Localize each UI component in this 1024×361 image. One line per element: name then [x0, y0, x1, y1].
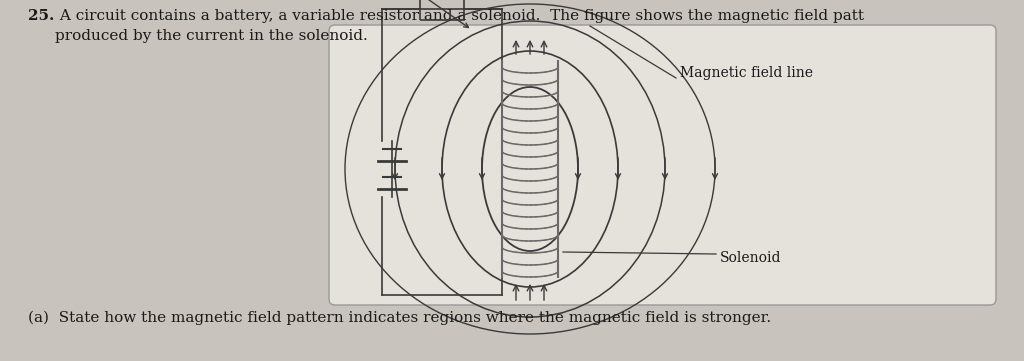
- Text: Magnetic field line: Magnetic field line: [680, 66, 813, 80]
- Text: A circuit contains a battery, a variable resistor and a solenoid.  The figure sh: A circuit contains a battery, a variable…: [55, 9, 864, 23]
- Text: produced by the current in the solenoid.: produced by the current in the solenoid.: [55, 29, 368, 43]
- Text: Solenoid: Solenoid: [720, 251, 781, 265]
- FancyBboxPatch shape: [329, 25, 996, 305]
- Text: (a)  State how the magnetic field pattern indicates regions where the magnetic f: (a) State how the magnetic field pattern…: [28, 311, 771, 325]
- Bar: [420, 0, 464, 20]
- Text: 25.: 25.: [28, 9, 54, 23]
